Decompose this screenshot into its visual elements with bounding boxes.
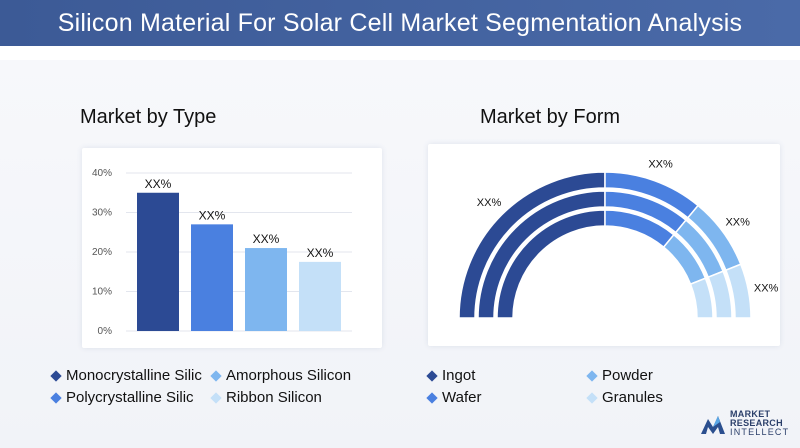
logo-line-2: RESEARCH: [730, 418, 783, 428]
legend-swatch: [210, 391, 222, 404]
y-tick-label: 30%: [92, 208, 112, 219]
donut-data-label: XX%: [648, 159, 673, 171]
legend-item-monocrystalline: Monocrystalline Silic: [50, 367, 202, 384]
legend-item-granules: Granules: [586, 389, 663, 406]
logo-mark-icon: [701, 415, 725, 434]
legend-item-ribbon: Ribbon Silicon: [210, 389, 322, 406]
legend-swatch: [210, 369, 222, 382]
y-tick-label: 40%: [92, 168, 112, 179]
donut-data-label: XX%: [754, 282, 779, 294]
legend-label: Granules: [602, 389, 663, 406]
bar-data-label: XX%: [145, 177, 172, 191]
legend-label: Polycrystalline Silic: [66, 389, 194, 406]
legend-item-powder: Powder: [586, 367, 653, 384]
legend-swatch: [426, 391, 438, 404]
logo-line-3: INTELLECT: [730, 427, 790, 437]
legend-swatch: [50, 391, 62, 404]
bar-chart: 0% 10% 20% 30% 40% XX% XX% XX% XX%: [92, 168, 352, 337]
legend-label: Ribbon Silicon: [226, 389, 322, 406]
y-tick-label: 0%: [98, 326, 113, 337]
donut-data-label: XX%: [725, 217, 750, 229]
semi-donut-chart: XX% XX% XX% XX%: [458, 159, 779, 319]
legend-label: Amorphous Silicon: [226, 367, 352, 384]
bar: [299, 261, 341, 331]
donut-segment: [724, 263, 752, 319]
legend-swatch: [426, 369, 438, 382]
bar: [137, 192, 179, 331]
bar: [191, 224, 233, 331]
bar-data-label: XX%: [253, 232, 280, 246]
donut-segment: [707, 270, 733, 319]
donut-segment: [689, 277, 714, 319]
legend-item-ingot: Ingot: [426, 367, 476, 384]
y-tick-label: 20%: [92, 247, 112, 258]
legend-swatch: [586, 369, 598, 382]
form-chart-title: Market by Form: [480, 106, 621, 128]
bar-data-label: XX%: [199, 208, 226, 222]
type-chart-title: Market by Type: [80, 106, 217, 128]
bar-data-label: XX%: [307, 246, 334, 260]
legend-item-polycrystalline: Polycrystalline Silic: [50, 389, 194, 406]
donut-data-label: XX%: [477, 197, 502, 209]
market-research-intellect-logo: MARKET RESEARCH INTELLECT: [700, 410, 789, 437]
bar-chart-card: 0% 10% 20% 30% 40% XX% XX% XX% XX%: [82, 148, 382, 348]
page-title: Silicon Material For Solar Cell Market S…: [57, 8, 743, 37]
donut-chart-card: XX% XX% XX% XX%: [428, 144, 780, 346]
header-banner: Silicon Material For Solar Cell Market S…: [0, 0, 800, 46]
donut-segment: [477, 190, 606, 319]
legend-label: Ingot: [442, 367, 476, 384]
legend-label: Powder: [602, 367, 653, 384]
legend-swatch: [50, 369, 62, 382]
logo-line-1: MARKET: [730, 409, 771, 419]
legend-item-amorphous: Amorphous Silicon: [210, 367, 352, 384]
bar: [245, 248, 287, 331]
legend-swatch: [586, 391, 598, 404]
y-tick-label: 10%: [92, 287, 112, 298]
legend-label: Wafer: [442, 389, 482, 406]
legend-item-wafer: Wafer: [426, 389, 482, 406]
legend-label: Monocrystalline Silic: [66, 367, 202, 384]
